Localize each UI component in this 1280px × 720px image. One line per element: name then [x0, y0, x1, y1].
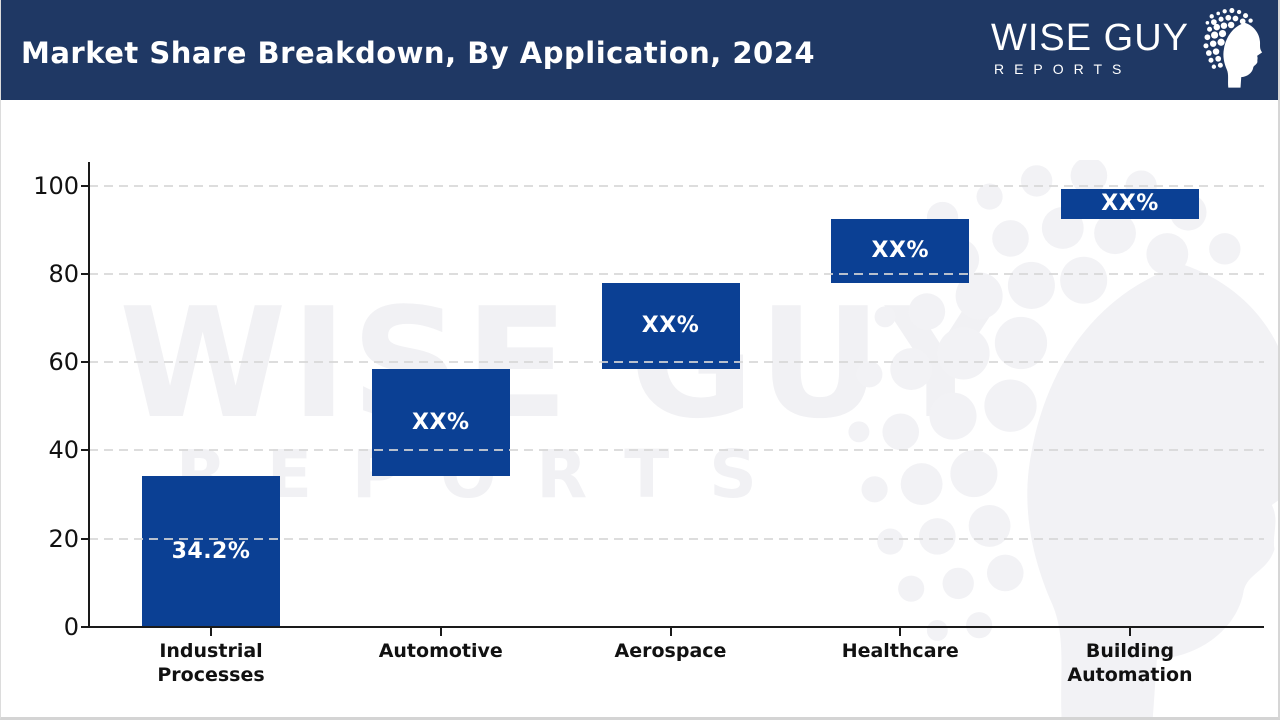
bar-automotive: XX% — [371, 369, 510, 476]
y-tick-label-0: 0 — [63, 613, 79, 641]
gridline-60 — [89, 361, 1264, 364]
x-category-label-2: Aerospace — [614, 640, 727, 662]
gridline-80 — [89, 272, 1264, 275]
logo-brand-text: WISE GUY — [990, 17, 1189, 59]
y-tick-mark-60 — [81, 361, 89, 364]
page-title: Market Share Breakdown, By Application, … — [21, 36, 816, 70]
gridline-40 — [89, 449, 1264, 452]
y-axis — [88, 162, 90, 628]
wiseguy-logo: WISE GUY REPORTS — [991, 8, 1265, 88]
y-tick-label-40: 40 — [48, 436, 79, 465]
logo-dotted-face-icon — [1203, 8, 1263, 88]
x-category-label-1: Automotive — [378, 640, 503, 662]
y-tick-label-100: 100 — [33, 171, 79, 200]
y-tick-mark-0 — [81, 626, 89, 628]
header-bar: Market Share Breakdown, By Application, … — [1, 0, 1278, 100]
x-tick-mark-2 — [669, 628, 672, 636]
x-category-label-4: Building Automation — [1067, 640, 1193, 686]
y-tick-mark-80 — [81, 272, 89, 275]
y-tick-label-60: 60 — [48, 348, 79, 377]
y-tick-mark-40 — [81, 449, 89, 452]
bar-healthcare: XX% — [831, 218, 970, 283]
bar-value-label: XX% — [641, 313, 700, 339]
y-tick-label-20: 20 — [48, 524, 79, 553]
bar-industrial-processes: 34.2% — [142, 476, 280, 627]
watermark-brand-text: WISE GUY — [119, 275, 1000, 452]
logo-reports-text: REPORTS — [993, 61, 1132, 77]
x-tick-mark-0 — [210, 628, 212, 636]
gridline-100 — [89, 184, 1264, 187]
y-tick-label-80: 80 — [48, 259, 79, 288]
x-category-label-3: Healthcare — [841, 640, 959, 662]
bar-value-label: XX% — [871, 238, 929, 264]
x-tick-mark-1 — [439, 628, 442, 636]
bar-aerospace: XX% — [601, 282, 740, 370]
x-tick-mark-4 — [1129, 628, 1131, 636]
bar-value-label: XX% — [1101, 191, 1159, 217]
bar-value-label: 34.2% — [171, 538, 251, 564]
x-category-label-0: Industrial Processes — [157, 640, 265, 686]
x-tick-mark-3 — [899, 628, 902, 636]
y-tick-mark-20 — [81, 537, 89, 540]
bar-value-label: XX% — [412, 410, 470, 436]
x-axis — [88, 626, 1264, 628]
watermark-dotted-face-icon — [848, 160, 1278, 717]
bar-building-automation: XX% — [1061, 188, 1199, 219]
gridline-20 — [89, 537, 1264, 540]
y-tick-mark-100 — [81, 184, 89, 187]
